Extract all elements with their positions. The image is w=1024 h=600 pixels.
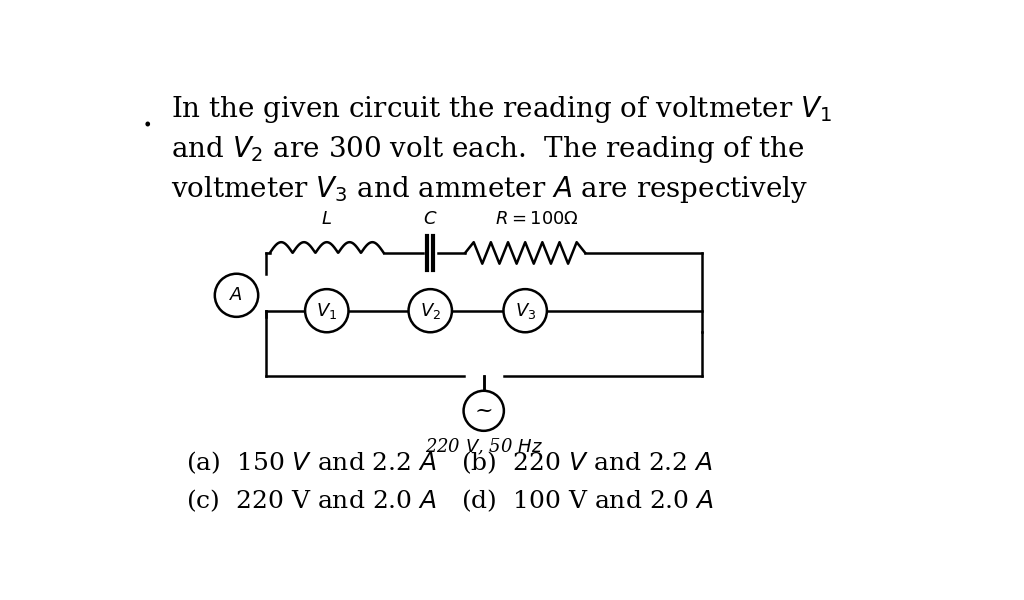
- Circle shape: [409, 289, 452, 332]
- Text: .: .: [142, 100, 154, 134]
- Text: (a)  150 $V$ and 2.2 $A$: (a) 150 $V$ and 2.2 $A$: [186, 449, 436, 476]
- Text: $V_1$: $V_1$: [316, 301, 337, 320]
- Text: (b)  220 $V$ and 2.2 $A$: (b) 220 $V$ and 2.2 $A$: [461, 449, 713, 476]
- Text: $V_2$: $V_2$: [420, 301, 440, 320]
- Text: 220 $V$, 50 $Hz$: 220 $V$, 50 $Hz$: [425, 437, 543, 457]
- Text: $V_3$: $V_3$: [514, 301, 536, 320]
- Circle shape: [464, 391, 504, 431]
- Text: (c)  220 V and 2.0 $A$: (c) 220 V and 2.0 $A$: [186, 488, 437, 514]
- Text: $A$: $A$: [229, 286, 244, 304]
- Circle shape: [305, 289, 348, 332]
- Text: ~: ~: [474, 400, 493, 422]
- Text: $R=100\Omega$: $R=100\Omega$: [495, 211, 579, 229]
- Text: and $V_2$ are 300 volt each.  The reading of the: and $V_2$ are 300 volt each. The reading…: [171, 134, 804, 164]
- Text: (d)  100 V and 2.0 $A$: (d) 100 V and 2.0 $A$: [461, 488, 715, 514]
- Circle shape: [504, 289, 547, 332]
- Text: In the given circuit the reading of voltmeter $V_1$: In the given circuit the reading of volt…: [171, 94, 831, 125]
- Text: $L$: $L$: [322, 211, 332, 229]
- Text: $C$: $C$: [423, 211, 437, 229]
- Circle shape: [215, 274, 258, 317]
- Text: voltmeter $V_3$ and ammeter $A$ are respectively: voltmeter $V_3$ and ammeter $A$ are resp…: [171, 173, 808, 205]
